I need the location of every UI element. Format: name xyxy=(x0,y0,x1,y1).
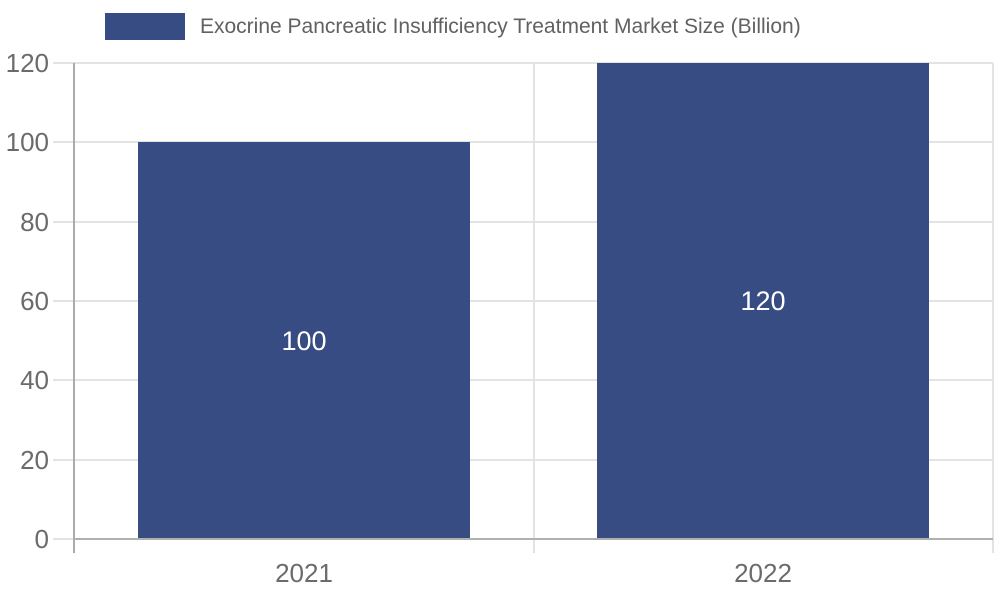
y-axis-tick-label: 20 xyxy=(20,445,49,475)
y-axis-tick-label: 60 xyxy=(20,286,49,316)
y-axis-tick-label: 0 xyxy=(34,524,49,554)
legend-label: Exocrine Pancreatic Insufficiency Treatm… xyxy=(200,14,801,38)
x-gridline xyxy=(992,63,994,553)
y-axis-line xyxy=(73,63,75,553)
y-axis-tick-label: 100 xyxy=(5,127,49,157)
y-axis-tick-label: 80 xyxy=(20,207,49,237)
legend-item[interactable]: Exocrine Pancreatic Insufficiency Treatm… xyxy=(105,13,801,40)
bar-value-label: 120 xyxy=(740,286,786,316)
y-gridline xyxy=(53,459,993,461)
y-axis-tick-label: 120 xyxy=(5,48,49,78)
y-axis-tick-label: 40 xyxy=(20,365,49,395)
x-gridline xyxy=(533,63,535,553)
x-axis-line xyxy=(74,538,993,540)
bar-value-label: 100 xyxy=(281,326,327,356)
x-axis-tick-label: 2022 xyxy=(734,558,792,588)
legend-swatch xyxy=(105,13,185,40)
y-gridline xyxy=(53,300,993,302)
bar-2022[interactable] xyxy=(597,63,929,539)
y-gridline xyxy=(53,62,993,64)
x-axis-tick-label: 2021 xyxy=(275,558,333,588)
y-gridline xyxy=(53,141,993,143)
y-gridline xyxy=(53,221,993,223)
bar-2021[interactable] xyxy=(138,142,470,539)
y-gridline xyxy=(53,379,993,381)
